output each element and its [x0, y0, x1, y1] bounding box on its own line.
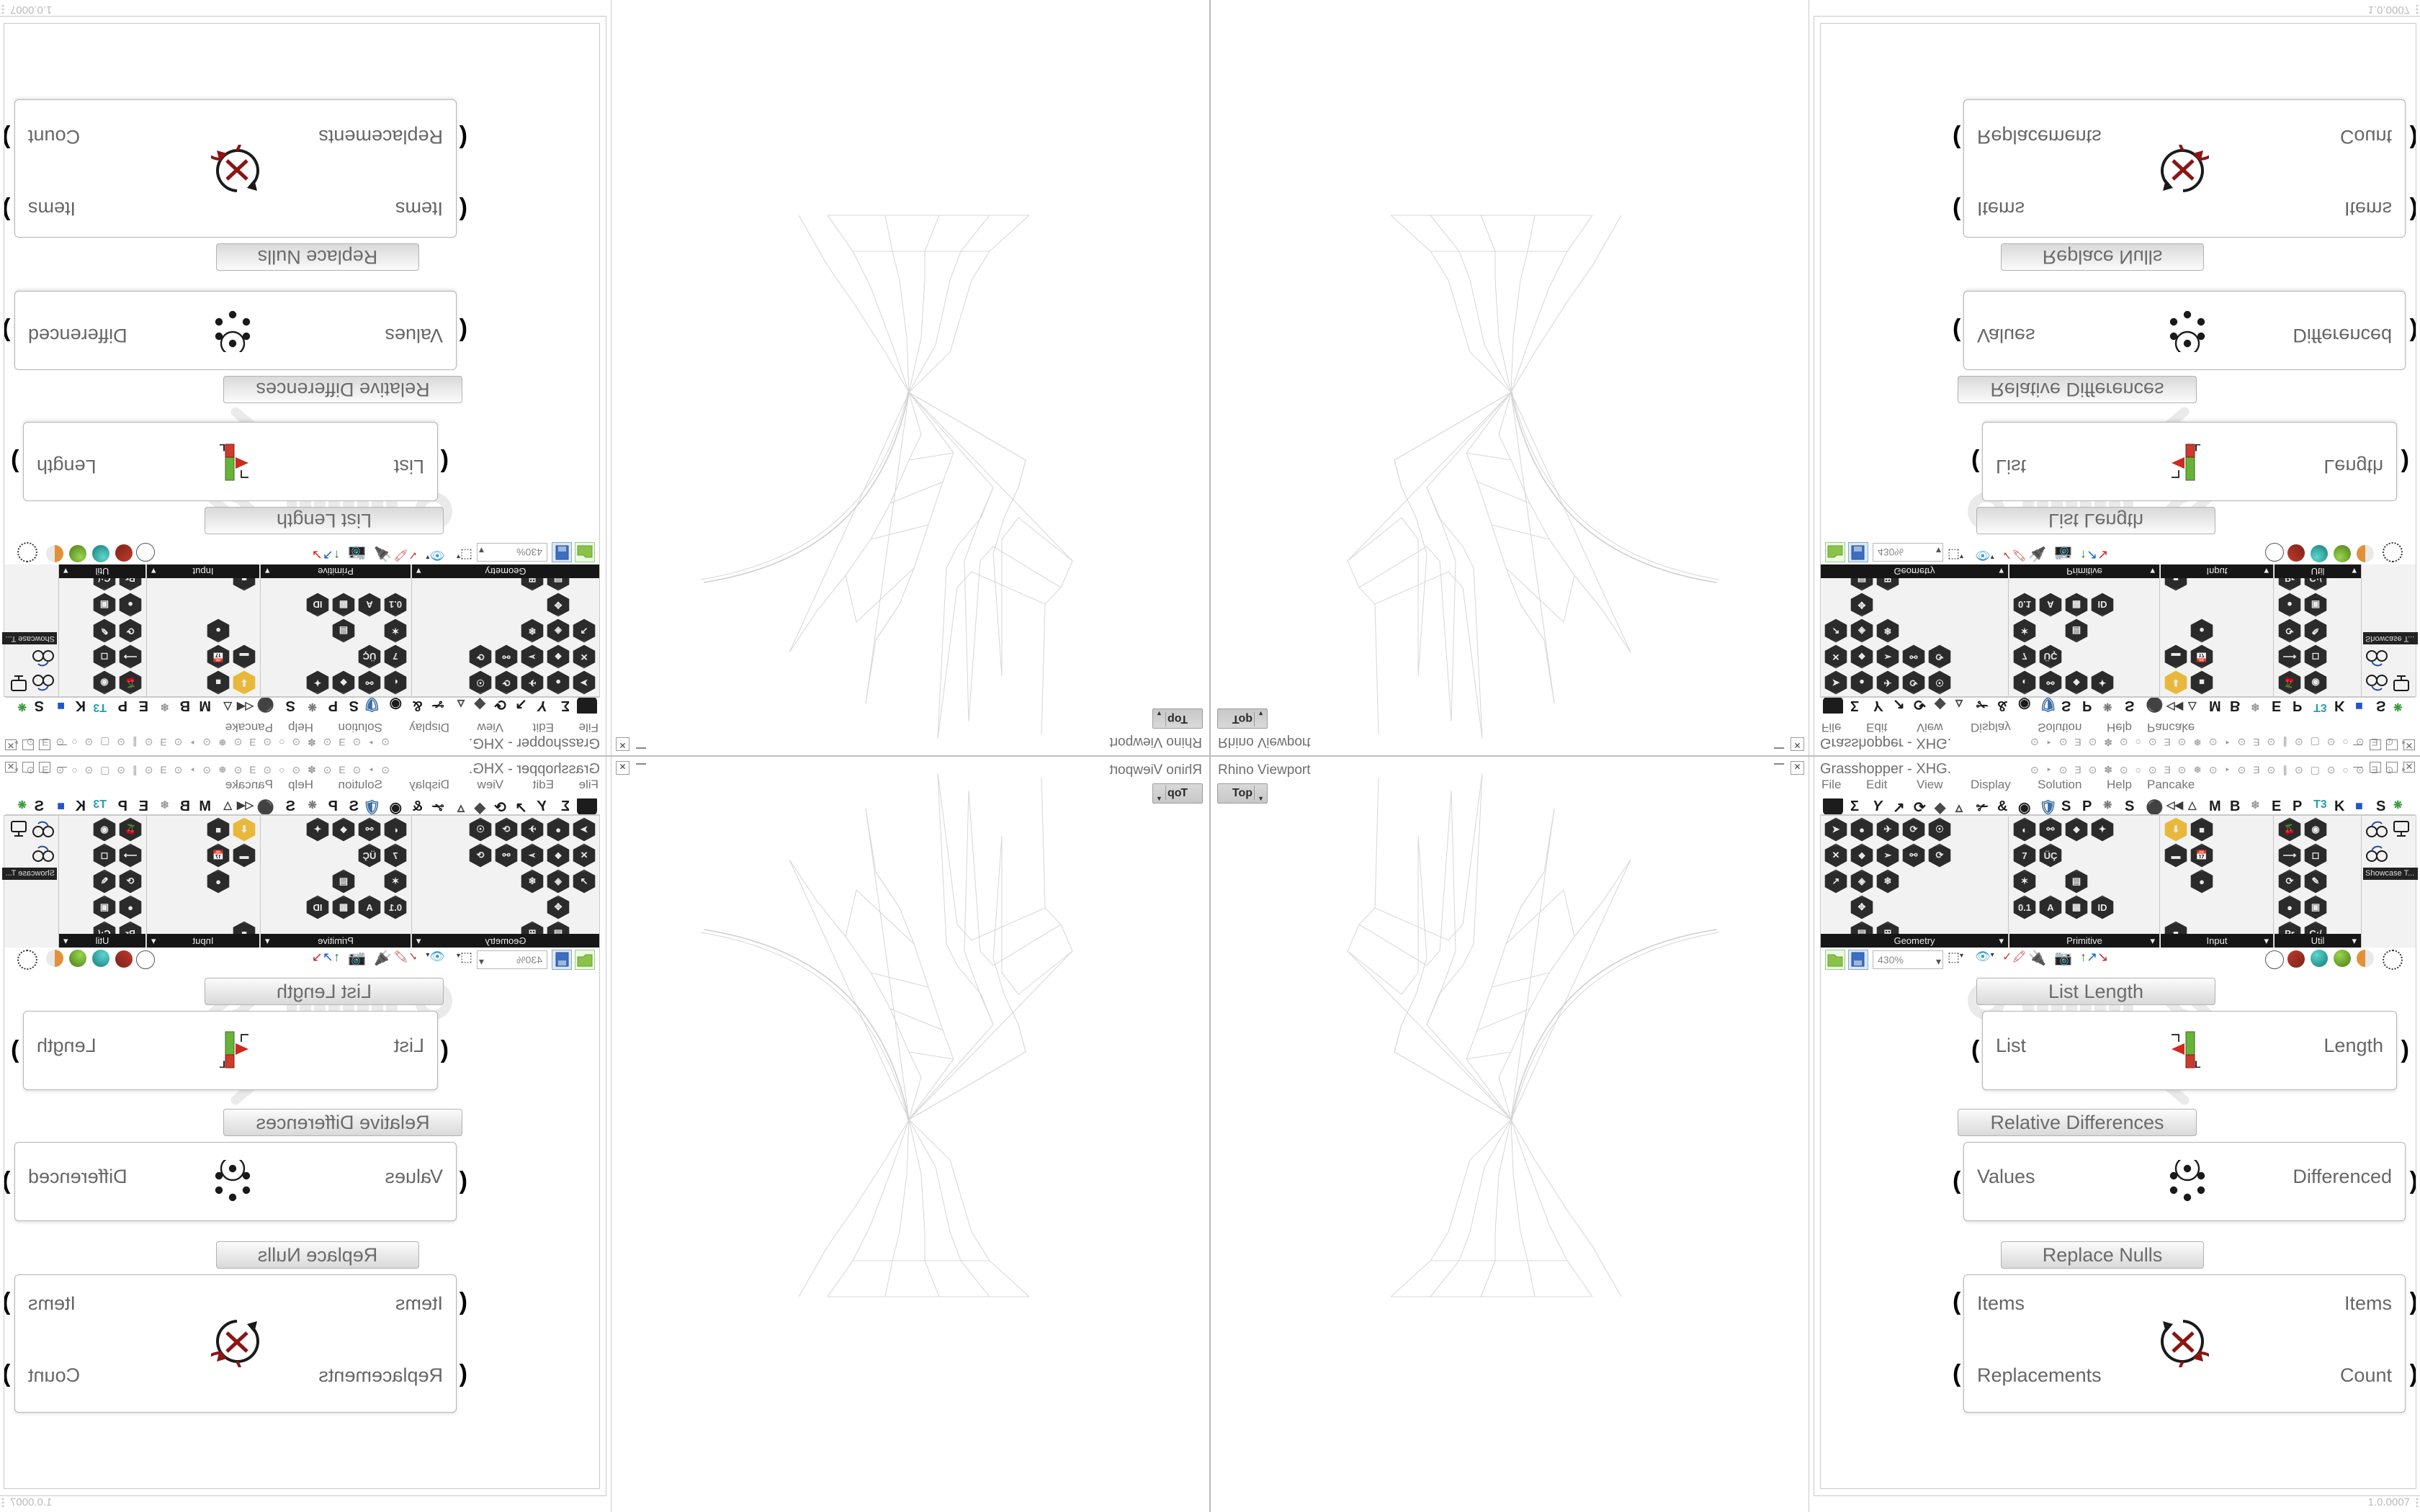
svg-text:L: L	[219, 1058, 225, 1070]
svg-text:L: L	[2195, 442, 2201, 454]
svg-text:L: L	[2195, 1058, 2201, 1070]
svg-text:L: L	[219, 442, 225, 454]
